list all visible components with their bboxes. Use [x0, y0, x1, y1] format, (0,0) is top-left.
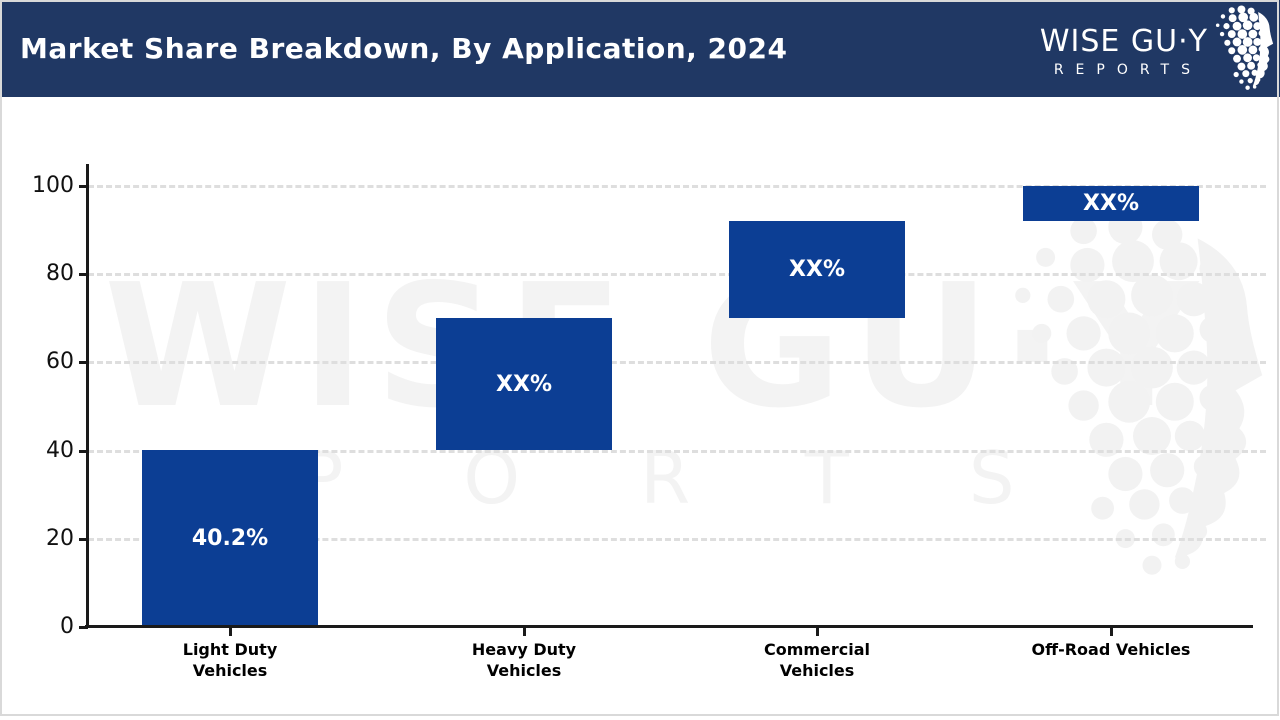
gridline-100: [88, 185, 1266, 188]
y-tick-label-80: 80: [46, 261, 74, 287]
gridline-80: [88, 273, 1266, 277]
y-tick-100: [79, 185, 88, 188]
y-tick-label-100: 100: [32, 173, 74, 198]
bar-value-label: XX%: [1083, 191, 1139, 217]
gridline-20: [88, 537, 1266, 541]
logo: WISE GU·Y REPORTS: [990, 0, 1280, 97]
x-tick-3: [816, 628, 819, 636]
y-tick-label-60: 60: [46, 349, 74, 375]
y-tick-40: [79, 449, 88, 453]
bar-4: XX%: [1023, 186, 1199, 222]
bar-value-label: XX%: [789, 257, 845, 283]
x-tick-4: [1110, 628, 1113, 636]
y-tick-label-20: 20: [46, 525, 74, 551]
watermark-wordmark: WISE GU·Y: [104, 248, 1208, 446]
x-axis-line: [85, 625, 1253, 628]
x-axis-label-4: Off-Road Vehicles: [1031, 640, 1191, 659]
logo-subtext: REPORTS: [1053, 62, 1202, 78]
header-bar: Market Share Breakdown, By Application, …: [0, 0, 1280, 97]
bar-3: XX%: [729, 221, 905, 319]
x-tick-2: [523, 628, 526, 636]
gridline-40: [88, 449, 1266, 453]
y-axis-line: [86, 164, 89, 628]
logo-face-icon: [1215, 5, 1274, 90]
y-tick-label-0: 0: [60, 614, 74, 639]
bar-1: 40.2%: [142, 449, 318, 627]
page-title: Market Share Breakdown, By Application, …: [20, 32, 788, 65]
bar-value-label: XX%: [496, 371, 552, 397]
watermark-face-icon: [1015, 209, 1263, 575]
y-tick-label-40: 40: [46, 437, 74, 463]
bar-2: XX%: [436, 318, 612, 450]
y-tick-60: [79, 361, 88, 365]
x-axis-label-1: Light Duty Vehicles: [182, 640, 278, 680]
x-tick-1: [229, 628, 232, 636]
y-tick-20: [79, 537, 88, 541]
x-axis-label-2: Heavy Duty Vehicles: [471, 640, 577, 680]
logo-wordmark: WISE GU·Y: [1039, 24, 1208, 59]
y-tick-0: [79, 626, 88, 629]
bar-value-label: 40.2%: [191, 525, 269, 551]
y-tick-80: [79, 273, 88, 277]
gridline-60: [88, 361, 1266, 365]
x-axis-label-3: Commercial Vehicles: [763, 640, 871, 680]
watermark-subtext: PORTS: [300, 436, 1135, 520]
